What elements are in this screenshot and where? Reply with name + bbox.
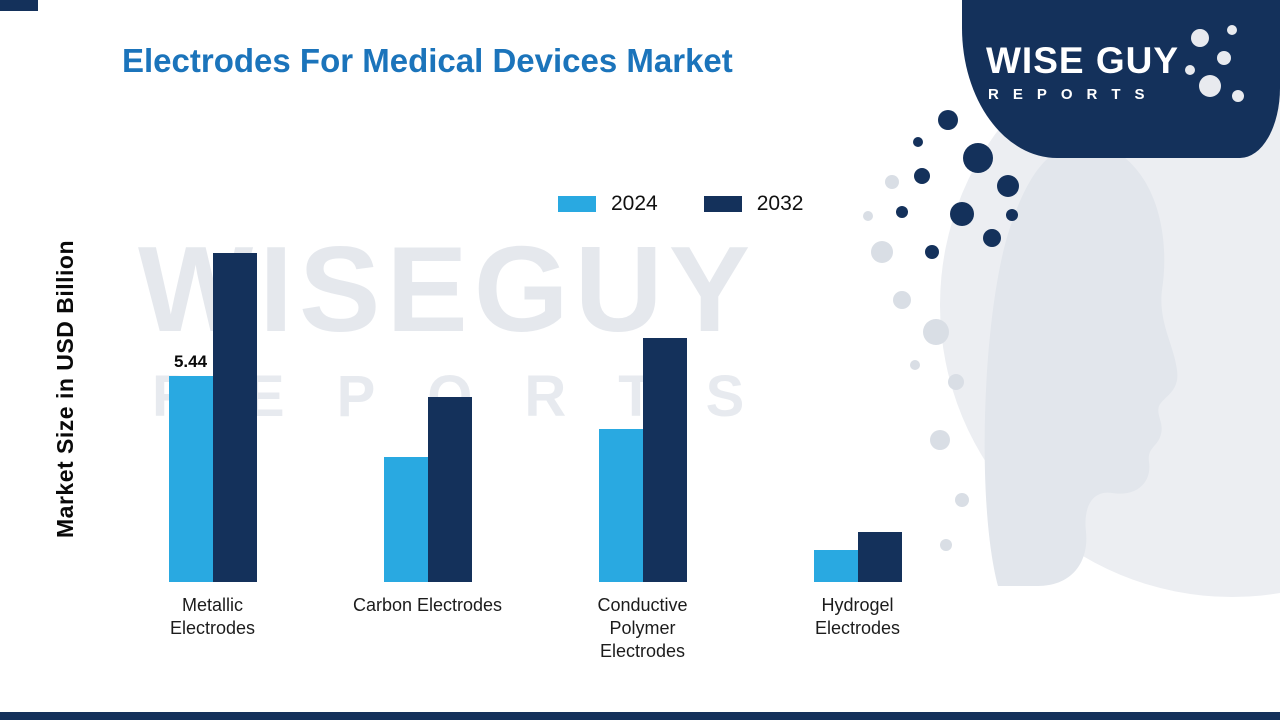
decorative-dot: [1006, 209, 1018, 221]
decorative-dot: [871, 241, 893, 263]
category-label-metallic-electrodes: Metallic Electrodes: [169, 595, 256, 639]
category-label-conductive-polymer-electrodes: Conductive Polymer Electrodes: [597, 595, 688, 662]
logo-wordmark: WISE GUY: [986, 40, 1180, 81]
bar-2032-hydrogel-electrodes: [857, 532, 902, 582]
logo-dot: [1227, 25, 1237, 35]
brand-logo: WISE GUY REPORTS: [962, 0, 1280, 158]
legend-item-2024: 2024: [558, 192, 658, 216]
decorative-dot: [948, 374, 964, 390]
bar-group-carbon-electrodes: Carbon Electrodes: [320, 242, 535, 615]
decorative-dot: [914, 168, 930, 184]
decorative-dot: [950, 202, 974, 226]
legend-item-2032: 2032: [703, 192, 804, 216]
bar-chart: 5.44 Metallic Electrodes Carbon Electrodes…: [105, 242, 965, 661]
bar-group-conductive-polymer-electrodes: Conductive Polymer Electrodes: [535, 242, 750, 661]
legend-swatch-2032: [703, 196, 742, 212]
decorative-dot: [913, 137, 923, 147]
decorative-dot: [955, 493, 969, 507]
decorative-dot: [893, 291, 911, 309]
page-title: Electrodes For Medical Devices Market: [122, 42, 733, 79]
logo-dot: [1191, 29, 1209, 47]
bar-2032-carbon-electrodes: [427, 397, 472, 582]
legend-label: 2032: [756, 192, 804, 215]
decorative-dot: [925, 245, 939, 259]
bar-2024-metallic-electrodes: 5.44: [168, 352, 213, 582]
logo-dot: [1232, 90, 1244, 102]
top-left-accent: [0, 0, 38, 11]
logo-dot: [1185, 65, 1195, 75]
decorative-dot: [896, 206, 908, 218]
legend-label: 2024: [611, 192, 658, 215]
category-label-hydrogel-electrodes: Hydrogel Electrodes: [814, 595, 901, 639]
bar-2024-hydrogel-electrodes: [813, 550, 858, 582]
logo-subtitle: REPORTS: [988, 86, 1159, 103]
bar-group-hydrogel-electrodes: Hydrogel Electrodes: [750, 242, 965, 638]
y-axis-label: Market Size in USD Billion: [52, 240, 78, 538]
decorative-dot: [940, 539, 952, 551]
bar-group-metallic-electrodes: 5.44 Metallic Electrodes: [105, 242, 320, 638]
decorative-dot: [963, 143, 993, 173]
decorative-dot: [930, 430, 950, 450]
legend-swatch-2024: [558, 196, 596, 212]
bar-value-label: 5.44: [173, 352, 208, 371]
decorative-dot: [885, 175, 899, 189]
decorative-dot: [863, 211, 873, 221]
bar-2032-metallic-electrodes: [212, 253, 257, 582]
logo-dot: [1199, 75, 1221, 97]
decorative-dot: [910, 360, 920, 370]
bar-2024-conductive-polymer-electrodes: [598, 429, 643, 582]
decorative-dot: [923, 319, 949, 345]
chart-legend: 2024 2032: [558, 192, 803, 216]
bar-2024-carbon-electrodes: [383, 457, 428, 582]
bottom-accent-bar: [0, 712, 1280, 720]
decorative-dot: [938, 110, 958, 130]
logo-dot: [1217, 51, 1231, 65]
category-label-carbon-electrodes: Carbon Electrodes: [352, 595, 503, 615]
decorative-dot: [997, 175, 1019, 197]
bar-2032-conductive-polymer-electrodes: [642, 338, 687, 582]
decorative-dot: [983, 229, 1001, 247]
